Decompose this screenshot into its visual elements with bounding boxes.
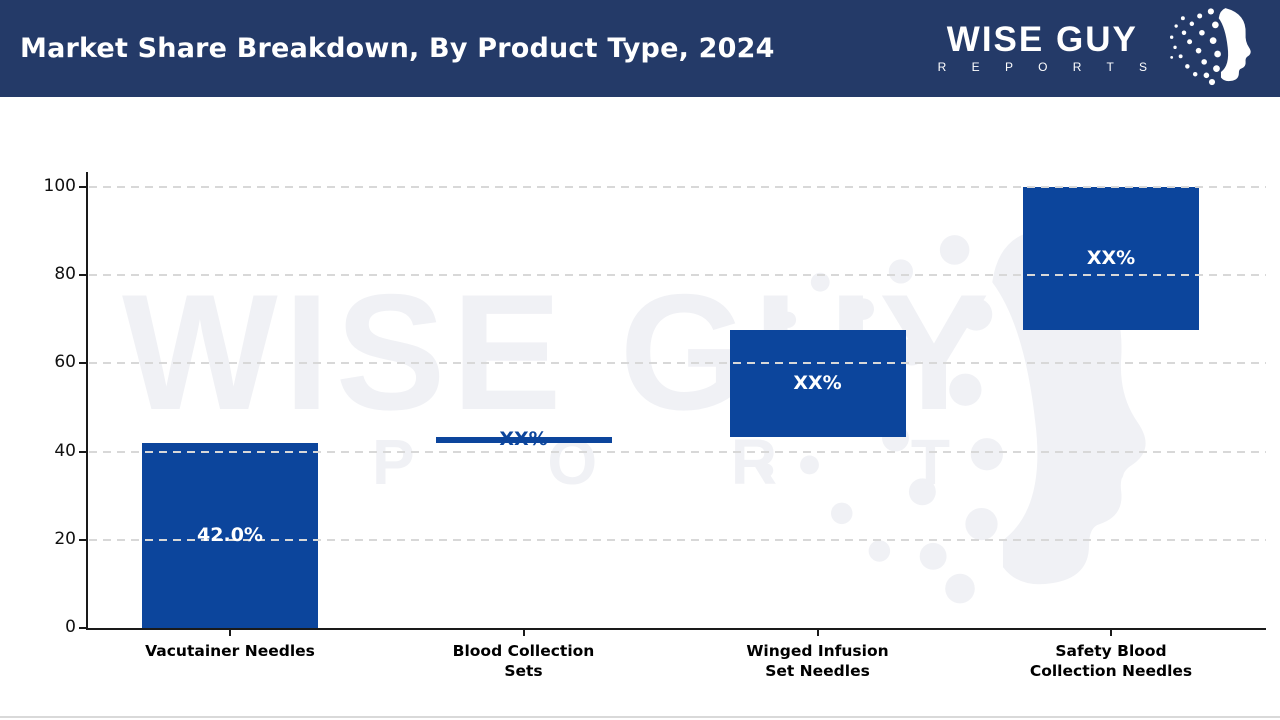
x-category-label-line: Safety Blood: [1055, 642, 1167, 660]
bar-value-label: 42.0%: [197, 523, 263, 546]
logo-reports-label: R E P O R T S: [937, 60, 1158, 74]
x-category-label-line: Vacutainer Needles: [145, 642, 315, 660]
x-category-label-line: Collection Needles: [1029, 662, 1193, 680]
bar-2: [435, 437, 612, 443]
gridline-40: [89, 450, 1266, 453]
y-tick-mark: [79, 450, 86, 453]
x-tick-mark: [1110, 630, 1112, 636]
bar-value-label: XX%: [499, 428, 548, 451]
bar-4: [1023, 187, 1199, 330]
x-category-label-line: Winged Infusion: [746, 642, 889, 660]
y-tick-label: 40: [54, 440, 76, 461]
x-category-label-line: Sets: [504, 662, 543, 680]
bar-value-label: XX%: [793, 371, 842, 394]
gridline-100: [89, 186, 1266, 188]
bar-value-label: XX%: [1086, 246, 1136, 269]
y-axis-line: [86, 172, 88, 630]
y-tick-label: 60: [54, 352, 76, 373]
y-tick-label: 80: [54, 264, 76, 285]
bottom-divider: [0, 716, 1280, 718]
x-category-label-line: Blood Collection: [452, 642, 595, 660]
y-tick-mark: [79, 274, 86, 277]
logo-face-dots-icon: [1170, 7, 1251, 85]
x-tick-mark: [816, 630, 819, 636]
wise-guy-logo: WISE GUY R E P O R T S: [927, 7, 1260, 91]
x-tick-mark: [229, 630, 231, 636]
gridline-60: [89, 362, 1266, 365]
x-category-label: Blood Collection Sets: [409, 641, 639, 681]
gridline-20: [89, 538, 1266, 541]
y-tick-mark: [79, 627, 86, 629]
bar-1: [142, 442, 318, 628]
page-title: Market Share Breakdown, By Product Type,…: [20, 33, 775, 64]
header-bar: Market Share Breakdown, By Product Type,…: [0, 0, 1280, 97]
x-category-label-line: Set Needles: [765, 662, 870, 680]
logo-text: WISE GUY R E P O R T S: [927, 20, 1158, 74]
x-category-label: Safety Blood Collection Needles: [996, 641, 1226, 681]
y-tick-mark: [79, 538, 86, 541]
logo-wiseguy-label: WISE GUY: [946, 20, 1138, 59]
y-tick-mark: [79, 186, 86, 188]
x-tick-mark: [522, 630, 525, 636]
gridline-80: [89, 274, 1266, 277]
y-tick-label: 20: [54, 528, 76, 549]
y-tick-label: 0: [65, 617, 76, 637]
bar-3: [729, 329, 906, 438]
x-category-label: Vacutainer Needles: [115, 641, 345, 661]
y-tick-label: 100: [43, 176, 76, 196]
y-tick-mark: [79, 362, 86, 365]
x-category-label: Winged Infusion Set Needles: [703, 641, 933, 681]
x-axis-line: [86, 628, 1266, 630]
